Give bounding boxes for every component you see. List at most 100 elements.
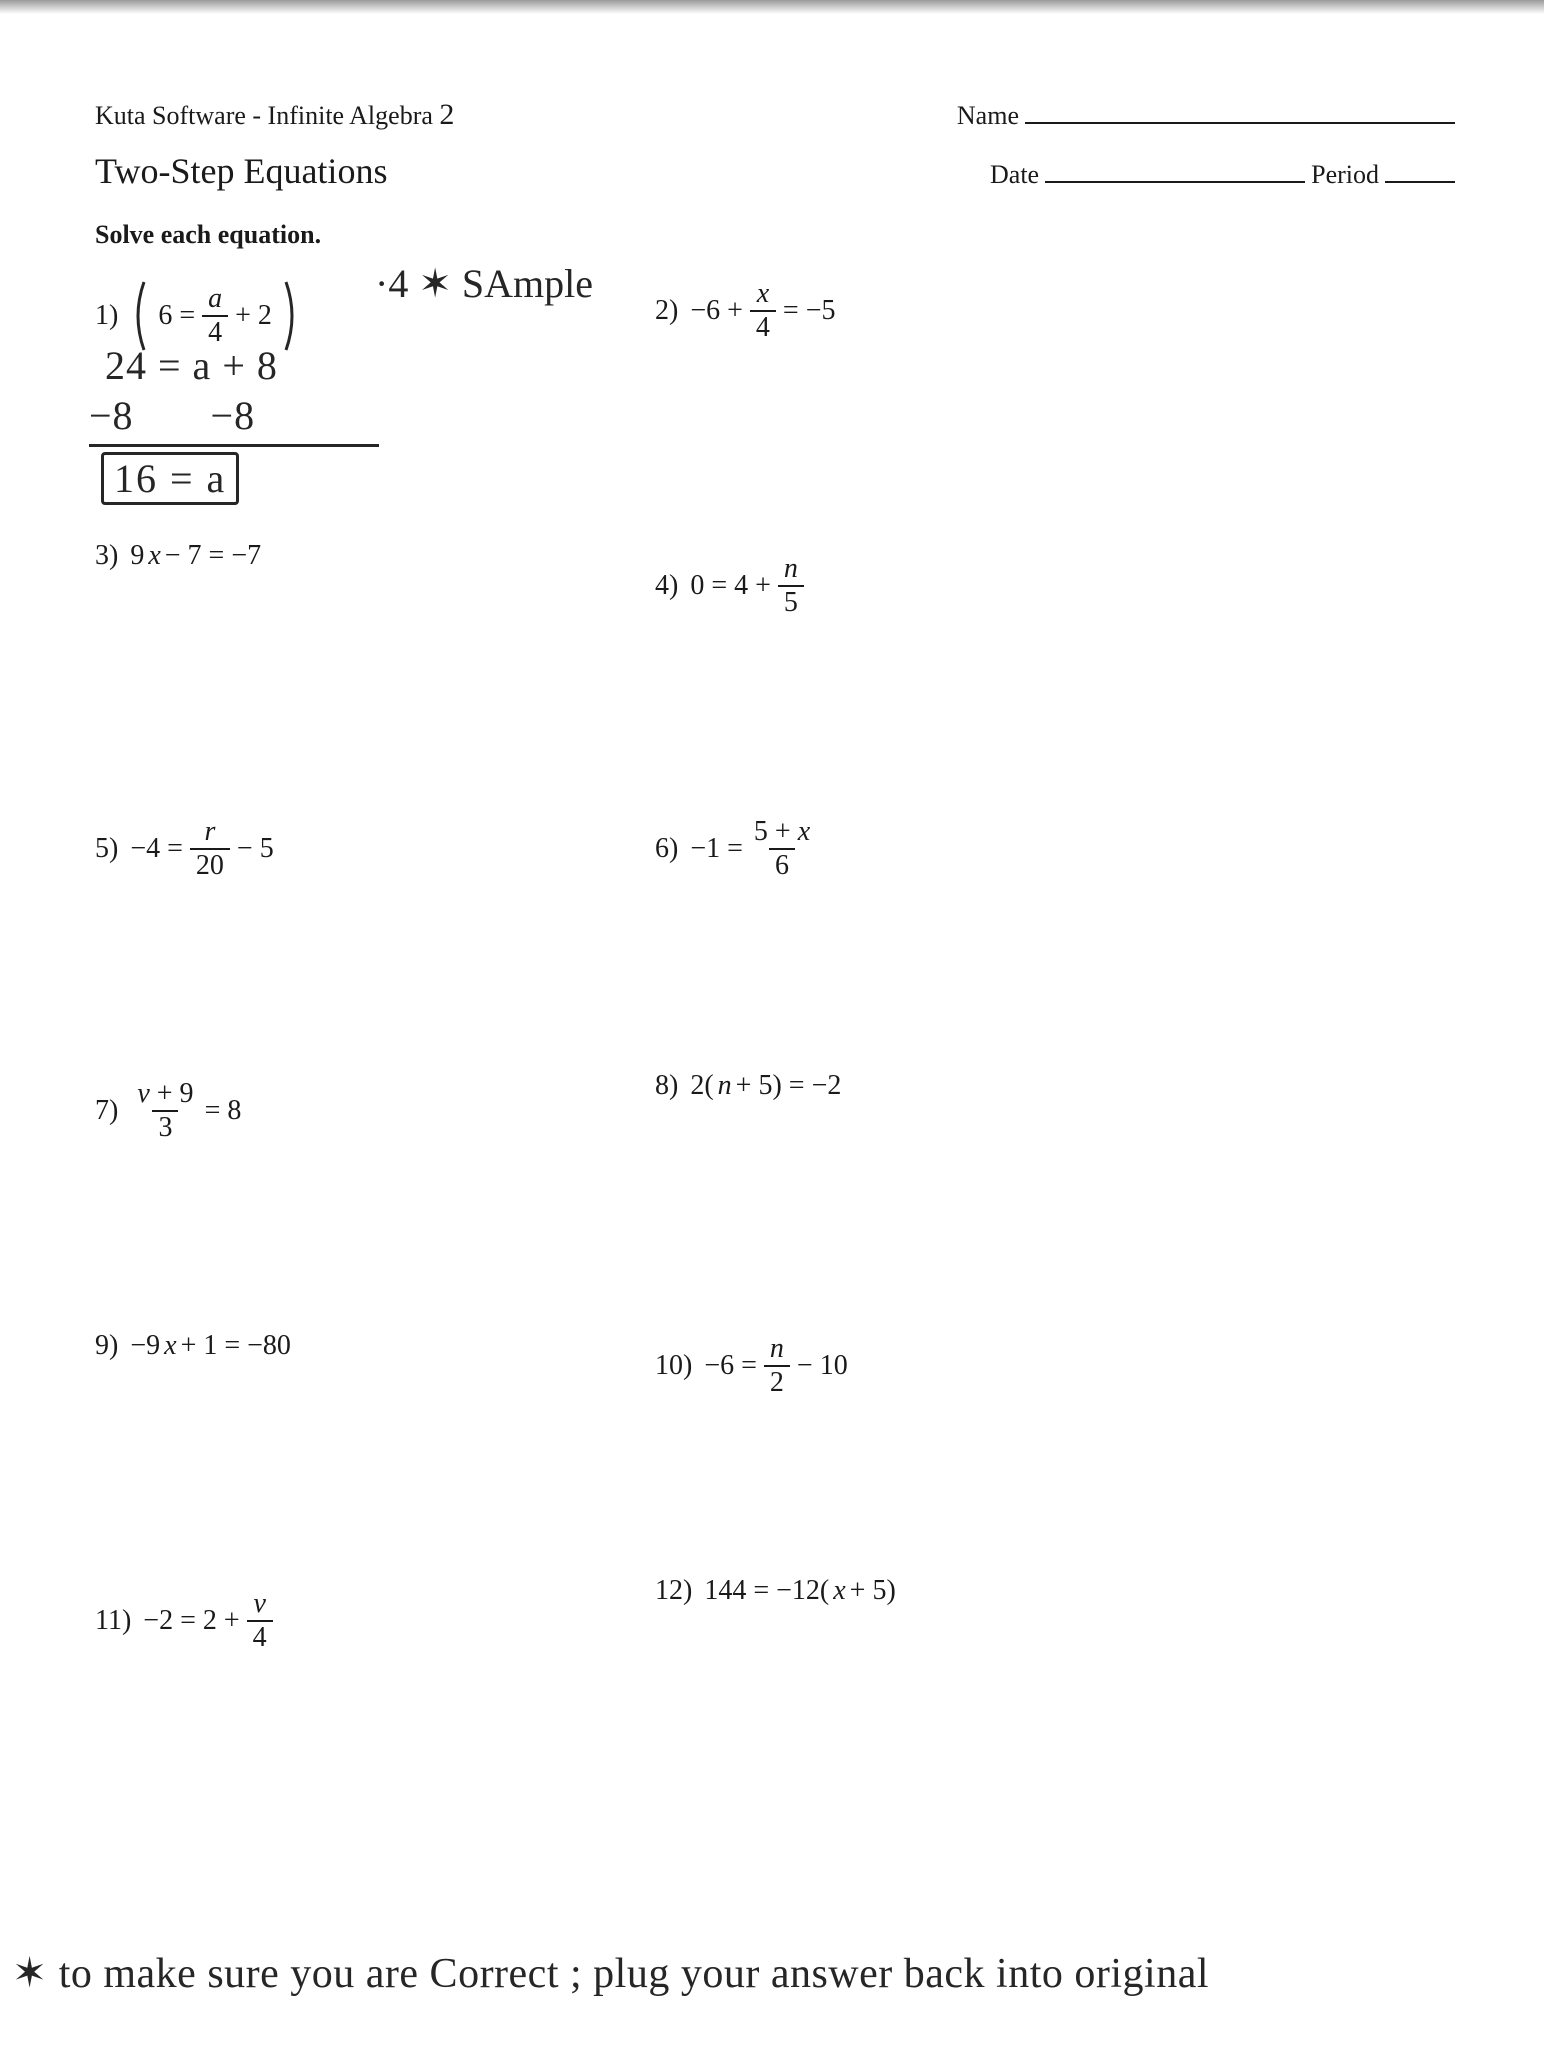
- frac-num: n: [766, 1335, 788, 1365]
- hand-work-rule: [89, 444, 379, 447]
- eq-var: x: [148, 540, 160, 572]
- hand-suffix-2: 2: [439, 98, 454, 131]
- fraction: a 4: [202, 285, 228, 347]
- equation: −9x + 1 = −80: [130, 1330, 291, 1362]
- hand-work-answer: 16 = a: [101, 452, 239, 505]
- problem-number: 9): [95, 1330, 118, 1362]
- hand-work-line1: 24 = a + 8: [105, 342, 278, 389]
- fraction: n 2: [764, 1335, 790, 1397]
- eq-post: = 8: [205, 1095, 242, 1127]
- header-row: Kuta Software - Infinite Algebra 2 Name: [95, 95, 1455, 132]
- eq-c: − 7 = −7: [165, 540, 261, 572]
- eq-a: 144 = −12(: [704, 1575, 829, 1607]
- instructions: Solve each equation.: [95, 220, 1455, 250]
- eq-var: n: [718, 1070, 732, 1102]
- problem-number: 4): [655, 570, 678, 602]
- worksheet-title: Two-Step Equations: [95, 150, 387, 192]
- eq-pre: −6 =: [704, 1350, 757, 1382]
- equation: v + 9v + 9 3 = 8: [130, 1080, 241, 1142]
- eq-post: − 10: [797, 1350, 848, 1382]
- eq-var: x: [164, 1330, 176, 1362]
- problem-number: 6): [655, 833, 678, 865]
- equation: −2 = 2 + v 4: [143, 1590, 275, 1652]
- date-period: Date Period: [990, 154, 1455, 190]
- period-label: Period: [1311, 160, 1379, 190]
- date-blank[interactable]: [1045, 154, 1305, 183]
- frac-den: 4: [247, 1620, 273, 1652]
- eq-post: − 5: [237, 833, 274, 865]
- problem-number: 1): [95, 300, 118, 332]
- frac-num: n: [780, 555, 802, 585]
- frac-num: 5 + 5 + xx: [750, 818, 814, 848]
- date-label: Date: [990, 160, 1039, 190]
- frac-den: 2: [764, 1365, 790, 1397]
- equation: −1 = 5 + 5 + xx 6: [690, 818, 817, 880]
- eq-pre: −4 =: [130, 833, 183, 865]
- eq-c: + 5) = −2: [736, 1070, 842, 1102]
- frac-num: x: [753, 280, 773, 310]
- frac-num: v + 9v + 9: [133, 1080, 197, 1110]
- problem-number: 11): [95, 1605, 131, 1637]
- problem-10: 10) −6 = n 2 − 10: [655, 1335, 848, 1397]
- eq-pre: −1 =: [690, 833, 743, 865]
- equation: −6 + x 4 = −5: [690, 280, 835, 342]
- equation: −6 = n 2 − 10: [704, 1335, 847, 1397]
- problem-2: 2) −6 + x 4 = −5: [655, 280, 836, 342]
- name-label: Name: [957, 101, 1019, 131]
- equation: −4 = r 20 − 5: [130, 818, 273, 880]
- eq-a: 9: [130, 540, 144, 572]
- software-line: Kuta Software - Infinite Algebra 2: [95, 98, 454, 132]
- eq-a: 2(: [690, 1070, 713, 1102]
- hand-footnote: ✶ to make sure you are Correct ; plug yo…: [12, 1948, 1532, 1998]
- fraction: x 4: [750, 280, 776, 342]
- period-blank[interactable]: [1385, 154, 1455, 183]
- problem-number: 8): [655, 1070, 678, 1102]
- eq-pre: −6 +: [690, 295, 743, 327]
- problem-6: 6) −1 = 5 + 5 + xx 6: [655, 818, 817, 880]
- title-row: Two-Step Equations Date Period: [95, 150, 1455, 192]
- eq-c: + 5): [850, 1575, 896, 1607]
- hand-sample: ·4 ✶ SAmple: [375, 260, 593, 307]
- frac-num: v: [249, 1590, 269, 1620]
- equation: 0 = 4 + n 5: [690, 555, 807, 617]
- eq-c: + 1 = −80: [181, 1330, 291, 1362]
- frac-num: r: [200, 818, 219, 848]
- equation: 144 = −12(x + 5): [704, 1575, 895, 1607]
- problem-12: 12) 144 = −12(x + 5): [655, 1575, 896, 1607]
- problem-number: 12): [655, 1575, 692, 1607]
- problem-number: 2): [655, 295, 678, 327]
- eq-pre: 0 = 4 +: [690, 570, 771, 602]
- software-text: Kuta Software - Infinite Algebra: [95, 101, 433, 130]
- name-line: Name: [957, 95, 1455, 131]
- problem-7: 7) v + 9v + 9 3 = 8: [95, 1080, 241, 1142]
- problems-grid: 1) 6 = a 4 + 2 ·4 ✶ SAmple 24 = a + 8 −8…: [95, 260, 1455, 1880]
- problem-number: 10): [655, 1350, 692, 1382]
- problem-number: 3): [95, 540, 118, 572]
- equation: 9x − 7 = −7: [130, 540, 261, 572]
- frac-den: 20: [190, 848, 230, 880]
- fraction: r 20: [190, 818, 230, 880]
- equation: 6 = a 4 + 2: [158, 285, 272, 347]
- hand-work-line2: −8 −8: [89, 392, 255, 439]
- frac-den: 3: [152, 1110, 178, 1142]
- eq-var: x: [833, 1575, 845, 1607]
- eq-rhs: + 2: [235, 300, 272, 332]
- frac-den: 6: [769, 848, 795, 880]
- problem-8: 8) 2(n + 5) = −2: [655, 1070, 841, 1102]
- problem-3: 3) 9x − 7 = −7: [95, 540, 261, 572]
- problem-5: 5) −4 = r 20 − 5: [95, 818, 274, 880]
- hand-paren-close-icon: [284, 280, 300, 352]
- name-blank[interactable]: [1025, 95, 1455, 124]
- eq-lhs: 6 =: [158, 300, 195, 332]
- problem-number: 5): [95, 833, 118, 865]
- eq-post: = −5: [783, 295, 836, 327]
- fraction: 5 + 5 + xx 6: [750, 818, 814, 880]
- problem-4: 4) 0 = 4 + n 5: [655, 555, 807, 617]
- fraction: v + 9v + 9 3: [133, 1080, 197, 1142]
- problem-9: 9) −9x + 1 = −80: [95, 1330, 291, 1362]
- problem-11: 11) −2 = 2 + v 4: [95, 1590, 276, 1652]
- frac-den: 4: [750, 310, 776, 342]
- eq-pre: −2 = 2 +: [143, 1605, 239, 1637]
- problem-number: 7): [95, 1095, 118, 1127]
- frac-den: 5: [778, 585, 804, 617]
